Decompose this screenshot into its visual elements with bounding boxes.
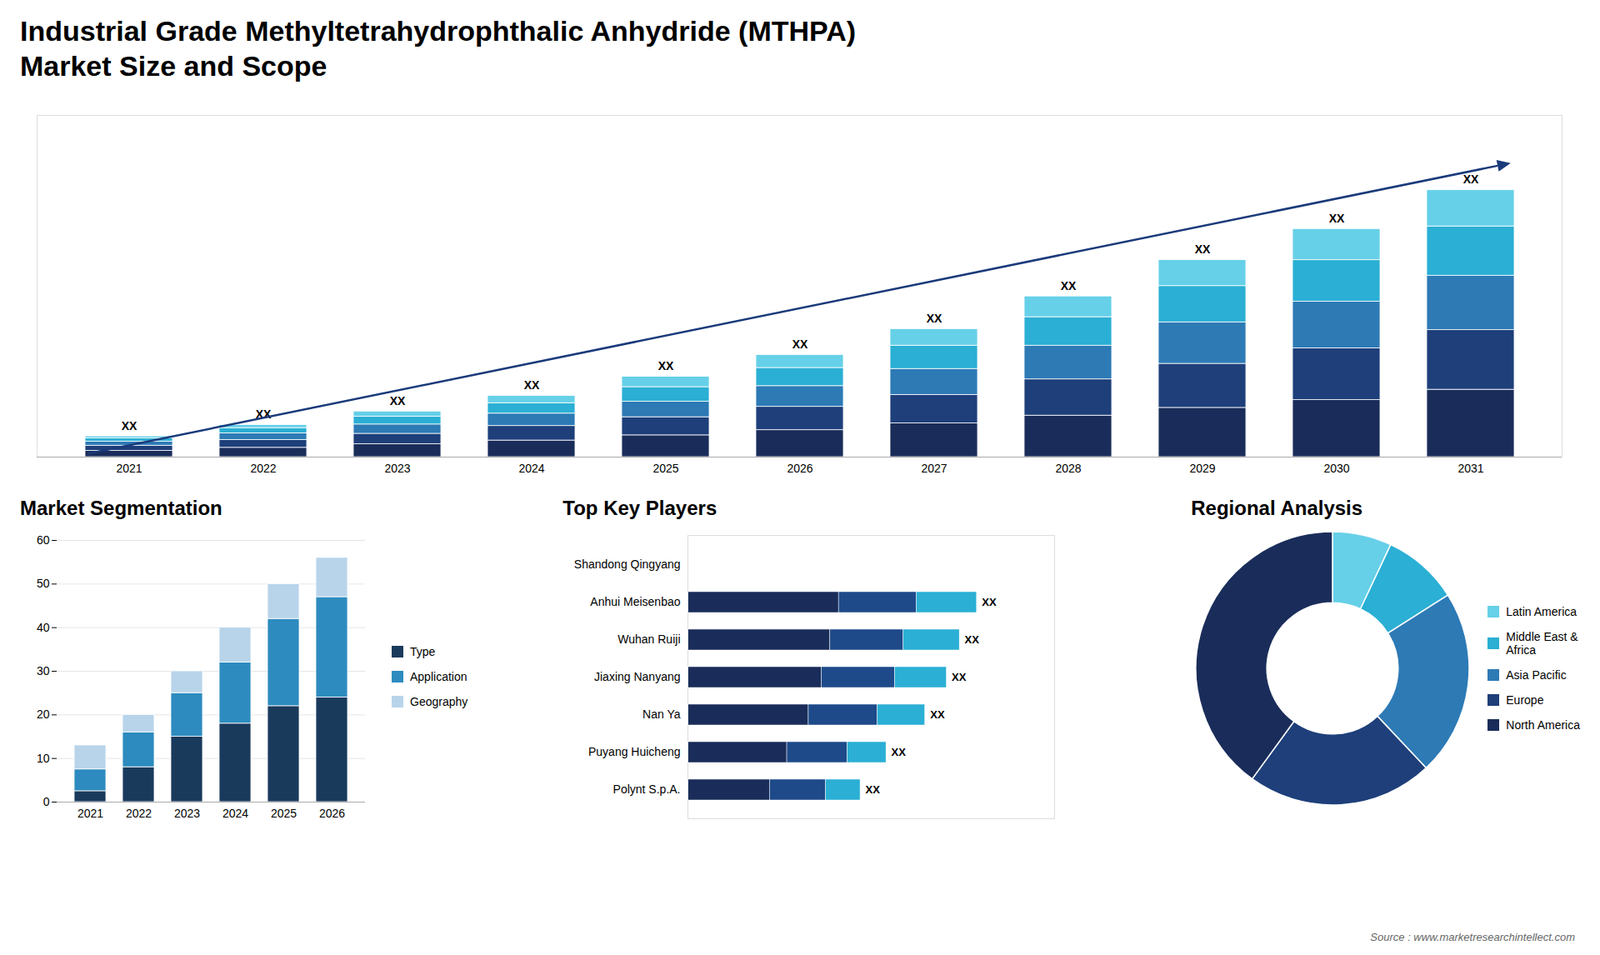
svg-text:60: 60 bbox=[36, 533, 50, 547]
html-text:Application: Application bbox=[410, 670, 468, 684]
svg-text:2025: 2025 bbox=[270, 806, 297, 820]
svg-text:XX: XX bbox=[965, 633, 980, 646]
svg-text:0: 0 bbox=[43, 795, 50, 809]
svg-text:Polynt S.p.A.: Polynt S.p.A. bbox=[613, 782, 681, 796]
svg-text:2029: 2029 bbox=[1189, 461, 1215, 475]
svg-text:XX: XX bbox=[1463, 172, 1480, 186]
svg-text:XX: XX bbox=[658, 359, 675, 373]
svg-text:XX: XX bbox=[891, 745, 907, 759]
svg-text:30: 30 bbox=[36, 664, 50, 678]
svg-text:XX: XX bbox=[121, 419, 138, 433]
svg-text:Puyang Huicheng: Puyang Huicheng bbox=[588, 745, 681, 759]
svg-text:2031: 2031 bbox=[1457, 461, 1484, 475]
svg-text:XX: XX bbox=[1195, 242, 1211, 256]
svg-text:XX: XX bbox=[926, 311, 943, 325]
svg-text:XX: XX bbox=[1060, 279, 1077, 293]
html-text:Top Key Players: Top Key Players bbox=[562, 496, 717, 520]
svg-text:10: 10 bbox=[36, 751, 50, 765]
svg-text:2028: 2028 bbox=[1055, 461, 1081, 475]
html-text:Type: Type bbox=[410, 645, 436, 659]
svg-text:20: 20 bbox=[36, 707, 50, 721]
html-text:Regional Analysis: Regional Analysis bbox=[1191, 496, 1363, 520]
html-text:Source : www.marketresearchint: Source : www.marketresearchintellect.com bbox=[1370, 930, 1575, 944]
html-text:Middle East & Africa: Middle East & Africa bbox=[1506, 630, 1579, 657]
svg-text:2026: 2026 bbox=[786, 461, 813, 475]
svg-text:2022: 2022 bbox=[125, 806, 152, 820]
svg-text:XX: XX bbox=[255, 407, 272, 421]
svg-text:50: 50 bbox=[36, 576, 50, 590]
html-text:Asia Pacific: Asia Pacific bbox=[1506, 668, 1567, 682]
svg-text:2024: 2024 bbox=[518, 461, 545, 475]
svg-text:40: 40 bbox=[36, 620, 50, 635]
svg-text:XX: XX bbox=[951, 670, 967, 684]
svg-text:Nan Ya: Nan Ya bbox=[642, 707, 681, 721]
svg-text:Shandong Qingyang: Shandong Qingyang bbox=[574, 557, 681, 571]
svg-text:XX: XX bbox=[792, 337, 809, 351]
svg-text:2026: 2026 bbox=[319, 806, 345, 820]
svg-text:XX: XX bbox=[390, 394, 406, 408]
svg-text:2023: 2023 bbox=[384, 461, 410, 475]
html-text:Europe: Europe bbox=[1506, 693, 1544, 707]
svg-text:2022: 2022 bbox=[250, 461, 276, 475]
svg-text:2021: 2021 bbox=[115, 461, 142, 475]
html-text:Geography: Geography bbox=[410, 695, 468, 709]
html-text:North America: North America bbox=[1506, 718, 1580, 732]
svg-text:XX: XX bbox=[930, 708, 945, 721]
svg-text:XX: XX bbox=[982, 595, 998, 609]
svg-text:2023: 2023 bbox=[174, 806, 200, 820]
svg-text:2030: 2030 bbox=[1323, 461, 1350, 475]
svg-text:Anhui Meisenbao: Anhui Meisenbao bbox=[590, 595, 681, 609]
svg-text:2021: 2021 bbox=[77, 806, 104, 820]
html-text:Market Segmentation: Market Segmentation bbox=[20, 496, 223, 520]
svg-text:XX: XX bbox=[865, 783, 881, 796]
svg-text:Wuhan Ruiji: Wuhan Ruiji bbox=[618, 632, 681, 646]
html-text:Latin America: Latin America bbox=[1506, 605, 1577, 619]
html-text:Industrial Grade Methyltetrahy: Industrial Grade Methyltetrahydrophthali… bbox=[20, 15, 856, 47]
svg-text:2027: 2027 bbox=[920, 461, 947, 475]
svg-text:2024: 2024 bbox=[222, 806, 249, 820]
svg-text:XX: XX bbox=[1329, 211, 1345, 225]
svg-text:XX: XX bbox=[524, 378, 540, 392]
svg-text:Jiaxing Nanyang: Jiaxing Nanyang bbox=[594, 670, 681, 684]
svg-text:2025: 2025 bbox=[652, 461, 679, 475]
html-text:Market Size and Scope: Market Size and Scope bbox=[20, 50, 328, 82]
